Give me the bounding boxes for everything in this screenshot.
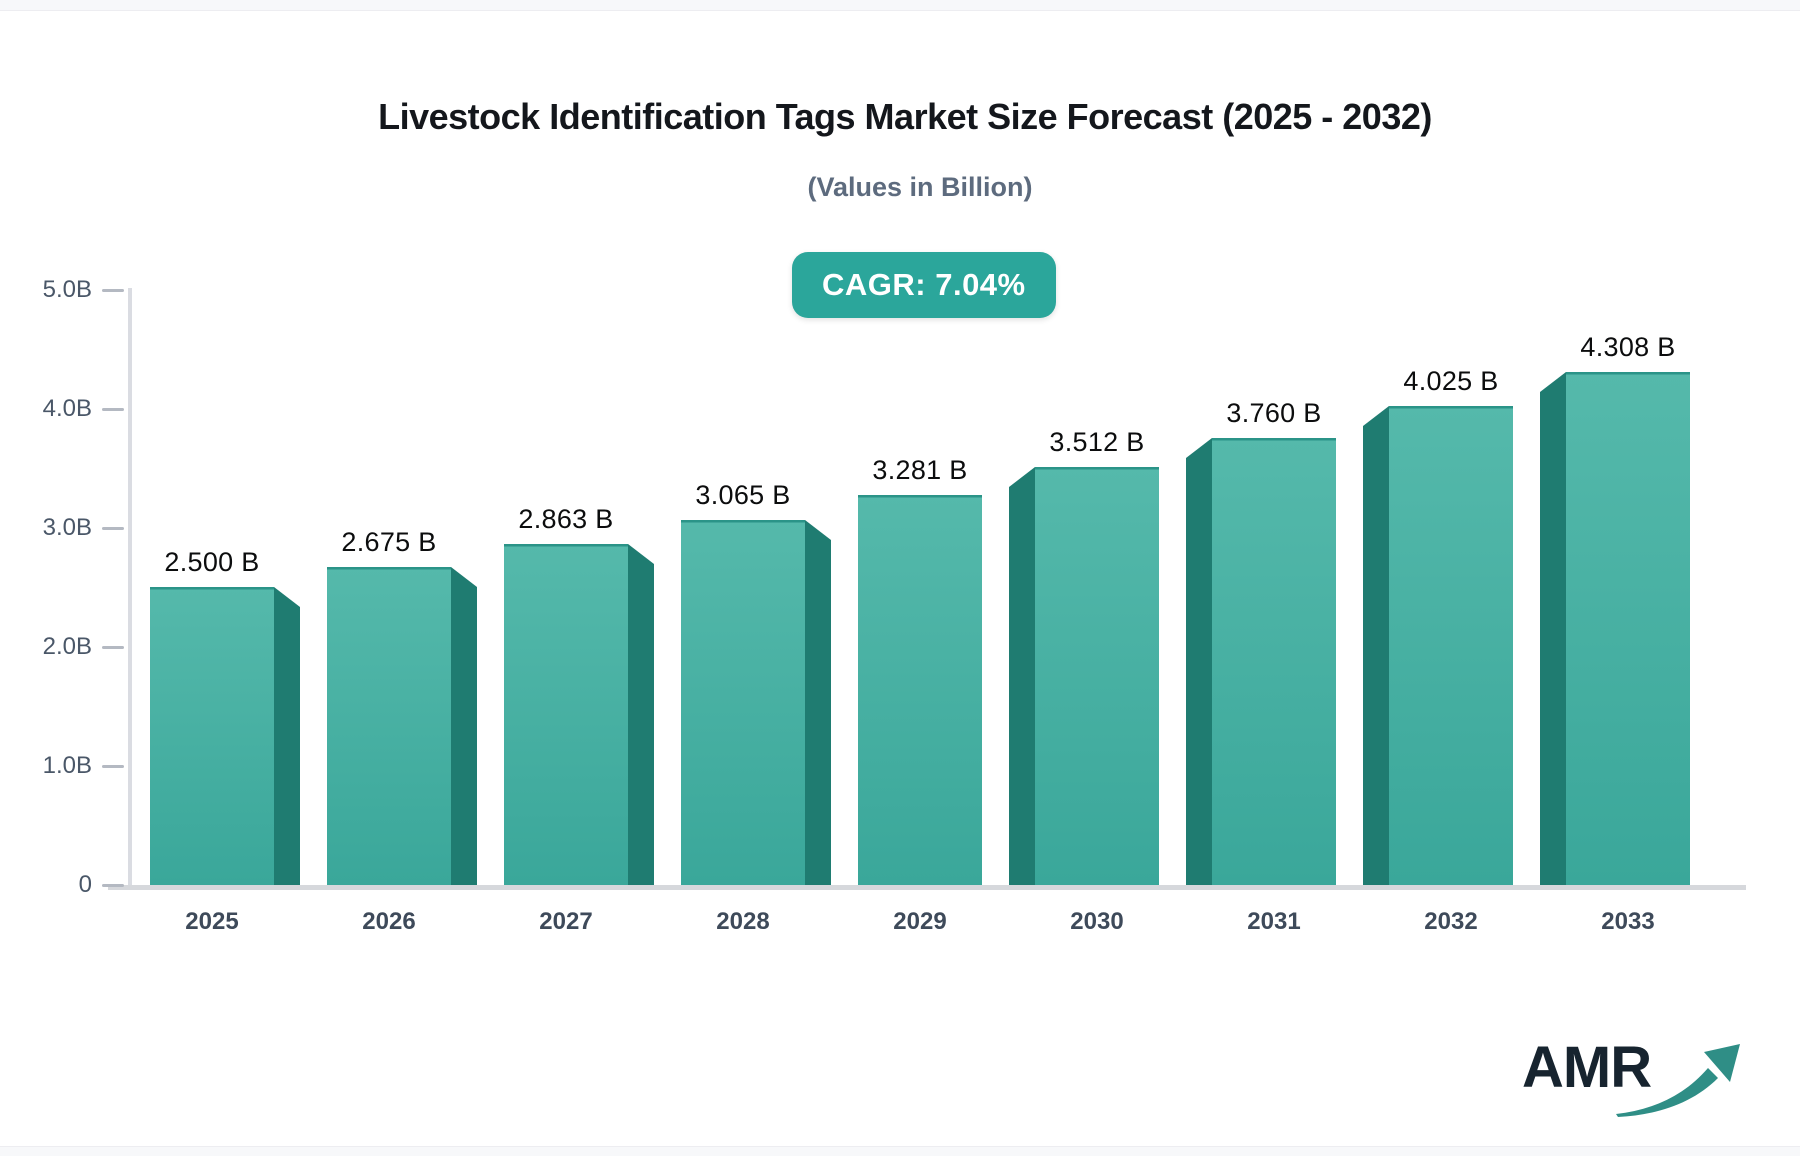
bar-front-face (504, 544, 628, 885)
y-tick-label: 3.0B (42, 514, 92, 541)
bar-value-label: 3.281 B (872, 455, 968, 485)
bar-side-face (1186, 438, 1212, 885)
bar-front-face (681, 520, 805, 885)
bar-value-label: 2.500 B (164, 547, 260, 577)
bar-side-face (805, 520, 831, 885)
y-tick-label: 5.0B (42, 276, 92, 303)
bar-2027 (504, 544, 654, 885)
bar-side-face (274, 587, 300, 885)
bar-top-edge (1566, 372, 1690, 375)
bar-top-edge (1389, 406, 1513, 409)
bar-top-edge (1212, 438, 1336, 441)
growth-arrow-icon (1616, 1044, 1740, 1117)
x-axis-line (108, 885, 1746, 890)
y-tick-mark (102, 289, 124, 292)
bar-side-face (451, 567, 477, 885)
x-tick-label: 2033 (1601, 908, 1655, 935)
amr-logo-text: AMR (1522, 1035, 1652, 1100)
bar-2029 (858, 495, 982, 885)
y-tick-label: 1.0B (42, 752, 92, 779)
bar-value-label: 3.760 B (1226, 398, 1322, 428)
bar-front-face (1212, 438, 1336, 885)
bar-top-edge (681, 520, 805, 523)
x-tick-label: 2027 (539, 908, 593, 935)
x-tick-label: 2028 (716, 908, 770, 935)
bar-front-face (150, 587, 274, 885)
y-tick-mark (102, 884, 124, 887)
bar-value-label: 2.863 B (518, 504, 614, 534)
bar-side-face (628, 544, 654, 885)
y-tick-mark (102, 408, 124, 411)
bar-value-label: 3.512 B (1049, 427, 1145, 457)
y-tick-label: 2.0B (42, 633, 92, 660)
bar-side-face (1363, 406, 1389, 885)
y-tick-mark (102, 527, 124, 530)
x-tick-label: 2032 (1424, 908, 1478, 935)
bar-front-face (327, 567, 451, 885)
y-axis-line (128, 288, 132, 888)
amr-logo: AMR (1522, 1034, 1752, 1124)
bar-top-edge (150, 587, 274, 590)
x-tick-label: 2031 (1247, 908, 1301, 935)
bar-2025 (150, 587, 300, 885)
bar-side-face (1540, 372, 1566, 885)
bar-front-face (858, 495, 982, 885)
bar-value-label: 2.675 B (341, 527, 437, 557)
bar-2028 (681, 520, 831, 885)
bar-2030 (1009, 467, 1159, 885)
bar-2033 (1540, 372, 1690, 885)
x-tick-label: 2025 (185, 908, 239, 935)
bar-value-label: 4.308 B (1580, 332, 1676, 362)
top-edge-strip (0, 0, 1800, 11)
cagr-badge: CAGR: 7.04% (792, 252, 1056, 318)
bar-front-face (1389, 406, 1513, 885)
bar-top-edge (327, 567, 451, 570)
bar-value-label: 4.025 B (1403, 366, 1499, 396)
y-tick-mark (102, 646, 124, 649)
bar-value-label: 3.065 B (695, 480, 791, 510)
bar-front-face (1035, 467, 1159, 885)
bar-2032 (1363, 406, 1513, 885)
x-tick-label: 2029 (893, 908, 947, 935)
y-tick-mark (102, 765, 124, 768)
bar-front-face (1566, 372, 1690, 885)
bar-top-edge (858, 495, 982, 498)
bar-2026 (327, 567, 477, 885)
x-tick-label: 2030 (1070, 908, 1124, 935)
bar-side-face (1009, 467, 1035, 885)
chart-subtitle: (Values in Billion) (807, 172, 1033, 202)
y-tick-label: 0 (78, 871, 92, 898)
bottom-edge-strip (0, 1146, 1800, 1156)
bar-2031 (1186, 438, 1336, 885)
chart-title: Livestock Identification Tags Market Siz… (378, 96, 1432, 137)
y-tick-label: 4.0B (42, 395, 92, 422)
x-tick-label: 2026 (362, 908, 416, 935)
bar-top-edge (504, 544, 628, 547)
bar-top-edge (1035, 467, 1159, 470)
